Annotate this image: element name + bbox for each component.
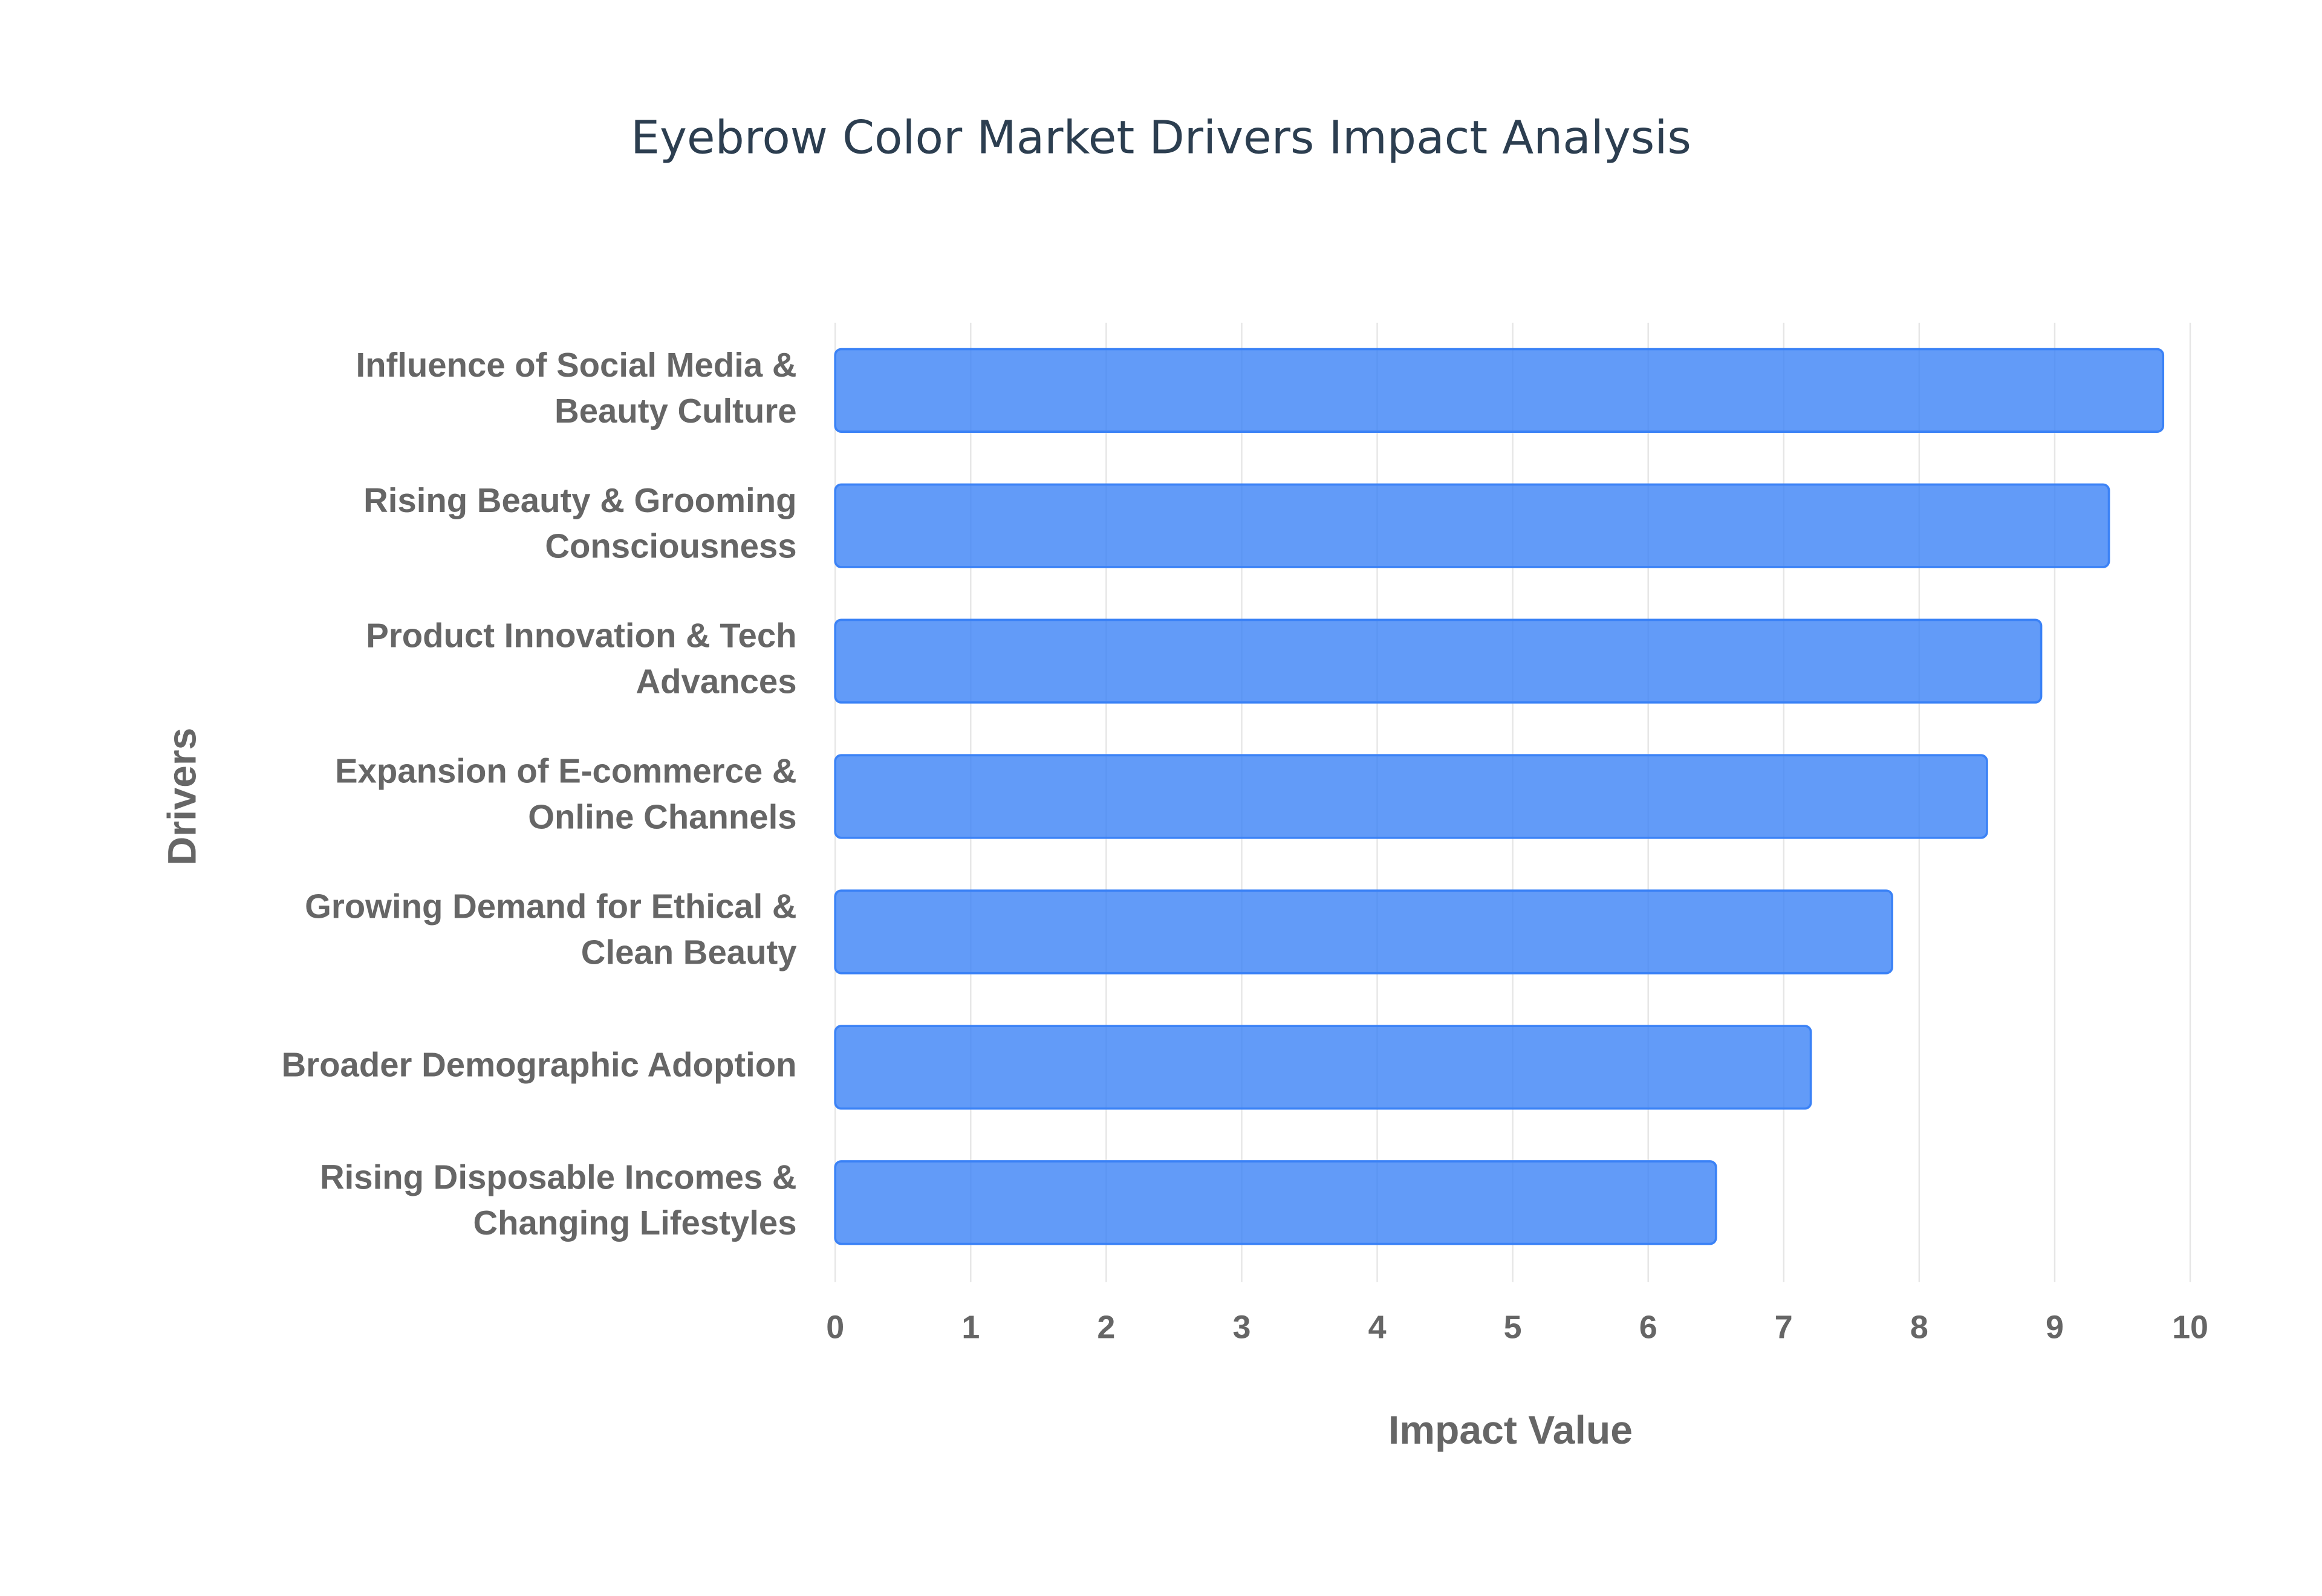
y-tick-label: Growing Demand for Ethical & Clean Beauty <box>305 887 797 971</box>
y-tick-label: Rising Disposable Incomes & Changing Life… <box>320 1158 797 1242</box>
bar <box>834 1160 1717 1245</box>
bar <box>834 754 1988 839</box>
bar <box>834 483 2110 568</box>
bar <box>834 618 2043 704</box>
x-tick-label: 1 <box>961 1309 980 1345</box>
x-tick-label: 8 <box>1910 1309 1928 1345</box>
x-tick-label: 2 <box>1097 1309 1115 1345</box>
x-tick-label: 9 <box>2046 1309 2064 1345</box>
x-tick-label: 0 <box>826 1309 844 1345</box>
y-tick-label: Rising Beauty & Grooming Consciousness <box>363 481 796 565</box>
bar <box>834 348 2165 433</box>
y-axis-title: Drivers <box>160 728 205 866</box>
x-tick-label: 10 <box>2172 1309 2208 1345</box>
y-tick-label: Product Innovation & Tech Advances <box>366 617 796 701</box>
y-tick-label: Expansion of E-commerce & Online Channels <box>335 751 797 835</box>
x-axis-title: Impact Value <box>1388 1408 1633 1453</box>
chart-title: Eyebrow Color Market Drivers Impact Anal… <box>631 111 1691 164</box>
bar <box>834 1025 1812 1110</box>
x-tick-label: 3 <box>1232 1309 1250 1345</box>
y-tick-label: Broader Demographic Adoption <box>282 1045 797 1083</box>
x-tick-label: 6 <box>1639 1309 1657 1345</box>
y-tick-label: Influence of Social Media & Beauty Cultur… <box>356 346 796 430</box>
x-tick-label: 4 <box>1368 1309 1387 1345</box>
bar <box>834 889 1893 975</box>
x-tick-label: 5 <box>1504 1309 1522 1345</box>
x-tick-label: 7 <box>1775 1309 1793 1345</box>
